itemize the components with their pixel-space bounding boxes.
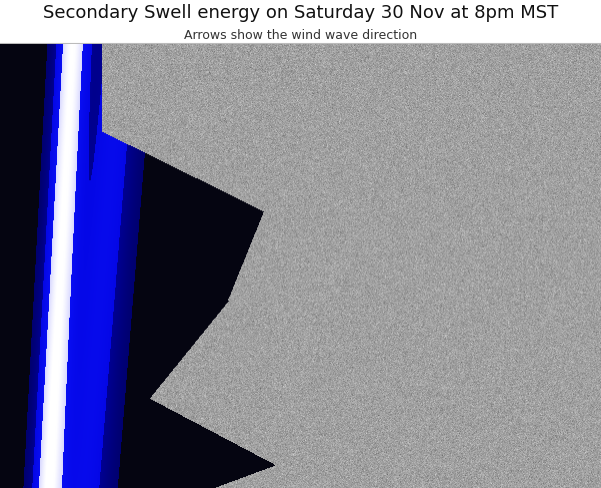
Text: Arrows show the wind wave direction: Arrows show the wind wave direction (184, 28, 417, 41)
Text: Secondary Swell energy on Saturday 30 Nov at 8pm MST: Secondary Swell energy on Saturday 30 No… (43, 3, 558, 21)
